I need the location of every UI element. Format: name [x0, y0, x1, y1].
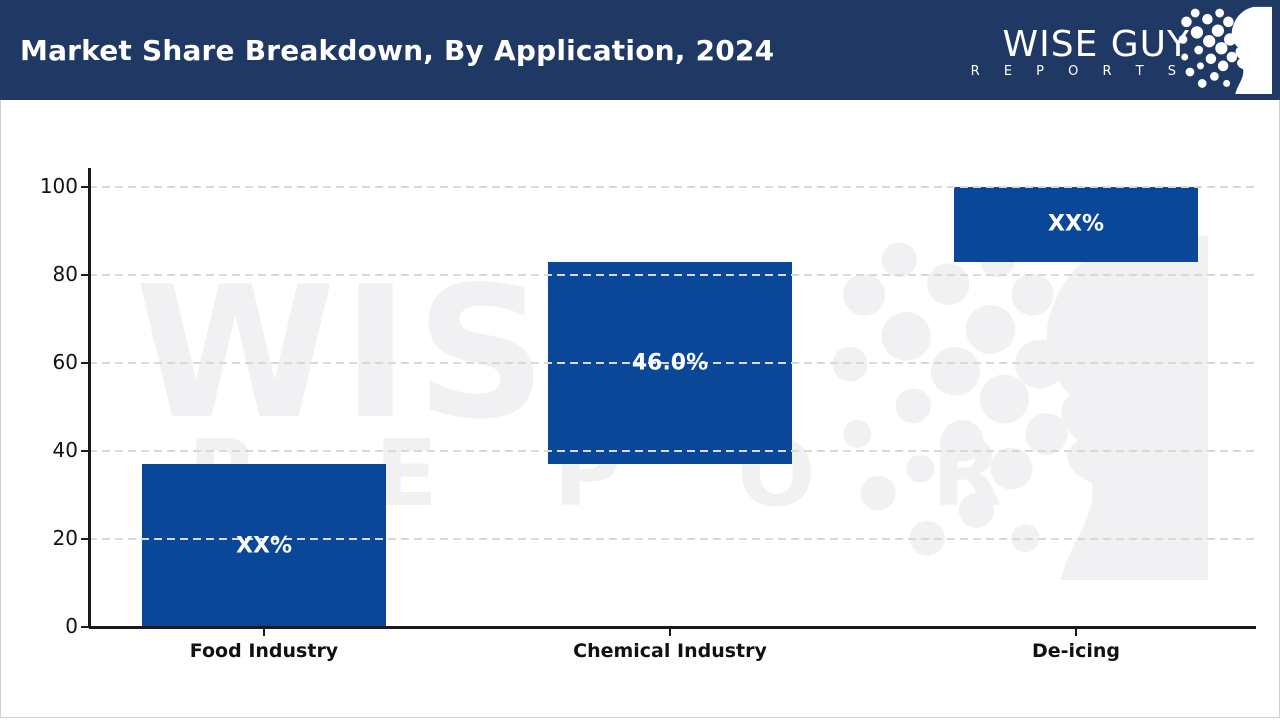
gridline: [89, 186, 1256, 188]
y-axis-tick: [81, 450, 89, 452]
gridline: [89, 450, 1256, 452]
y-axis-tick: [81, 186, 89, 188]
logo-wordmark: WISE GUY: [1002, 24, 1190, 65]
y-tick-label: 40: [52, 438, 78, 462]
y-tick-label: 20: [52, 526, 78, 550]
x-category-label: Chemical Industry: [573, 640, 767, 662]
y-tick-label: 60: [52, 350, 78, 374]
gridline: [89, 538, 1256, 540]
gridline: [89, 362, 1256, 364]
gridline: [89, 274, 1256, 276]
x-axis-tick: [263, 628, 265, 636]
x-category-label: De-icing: [1032, 640, 1120, 662]
y-tick-label: 100: [39, 174, 78, 198]
x-category-label: Food Industry: [189, 640, 339, 662]
wiseguy-logo: WISE GUY R E P O R T S: [971, 0, 1272, 100]
bar-value-label: XX%: [236, 533, 292, 559]
y-axis-tick: [81, 362, 89, 364]
watermark-face-profile-dots-icon: [832, 235, 1208, 580]
y-axis-tick: [81, 626, 89, 628]
header-band: Market Share Breakdown, By Application, …: [0, 0, 1280, 100]
bar-de-icing: [954, 187, 1198, 262]
bar-food-industry: [142, 464, 386, 627]
bar-value-label: 46.0%: [631, 350, 709, 376]
x-axis-tick: [669, 628, 671, 636]
y-axis-line: [88, 168, 91, 628]
y-axis-tick: [81, 538, 89, 540]
y-axis-tick: [81, 274, 89, 276]
y-tick-label: 80: [52, 262, 78, 286]
logo-face-profile-dots-icon: [1178, 6, 1272, 94]
page-title: Market Share Breakdown, By Application, …: [20, 33, 775, 67]
bar-value-label: XX%: [1048, 211, 1104, 237]
x-axis-line: [89, 626, 1256, 629]
x-axis-tick: [1075, 628, 1077, 636]
logo-subtitle: R E P O R T S: [970, 64, 1186, 79]
y-tick-label: 0: [65, 614, 78, 638]
